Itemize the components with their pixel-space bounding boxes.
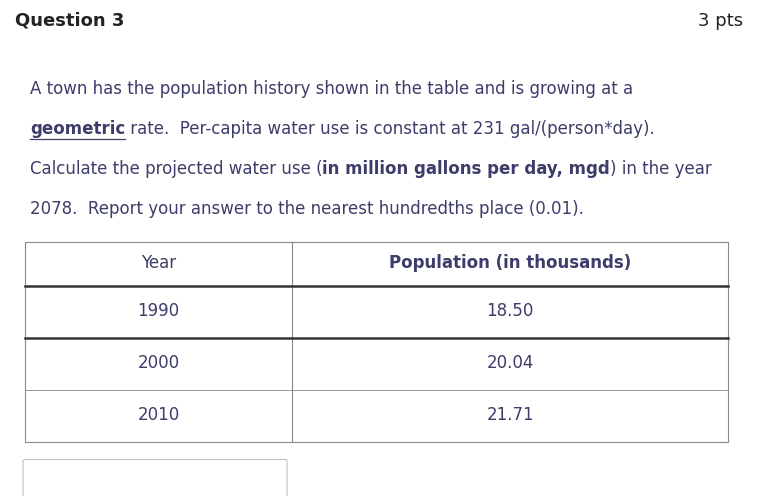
Text: 3 pts: 3 pts <box>697 12 743 30</box>
Text: Population (in thousands): Population (in thousands) <box>389 254 631 272</box>
Text: Year: Year <box>141 254 176 272</box>
Text: in million gallons per day, mgd: in million gallons per day, mgd <box>322 160 610 178</box>
Text: rate.  Per-capita water use is constant at 231 gal/(person*day).: rate. Per-capita water use is constant a… <box>125 120 655 137</box>
Text: 1990: 1990 <box>137 303 180 320</box>
Text: 2078.  Report your answer to the nearest hundredths place (0.01).: 2078. Report your answer to the nearest … <box>30 199 584 218</box>
Text: 18.50: 18.50 <box>487 303 534 320</box>
Bar <box>25 242 728 441</box>
Text: 20.04: 20.04 <box>487 355 534 372</box>
Text: geometric: geometric <box>30 120 125 137</box>
Text: A town has the population history shown in the table and is growing at a: A town has the population history shown … <box>30 79 633 98</box>
Text: 2000: 2000 <box>137 355 180 372</box>
Text: Question 3: Question 3 <box>15 12 124 30</box>
Text: ) in the year: ) in the year <box>610 160 712 178</box>
Text: Calculate the projected water use (: Calculate the projected water use ( <box>30 160 322 178</box>
Text: 2010: 2010 <box>137 407 180 425</box>
Text: 21.71: 21.71 <box>487 407 534 425</box>
